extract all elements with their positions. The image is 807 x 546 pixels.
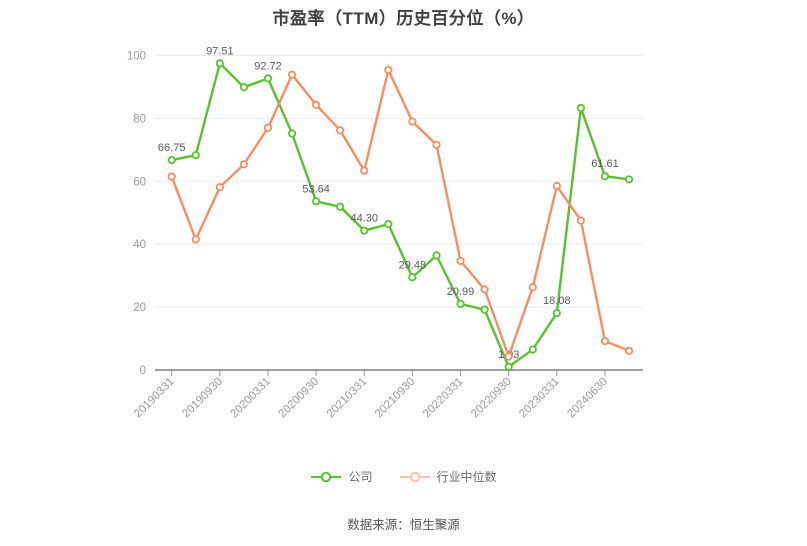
svg-text:20190930: 20190930 [180, 376, 225, 421]
svg-text:20230331: 20230331 [517, 376, 562, 421]
svg-text:61.61: 61.61 [591, 158, 619, 170]
svg-text:0: 0 [140, 365, 146, 377]
legend-item-industry-median[interactable]: 行业中位数 [399, 468, 497, 485]
svg-text:20: 20 [133, 302, 146, 314]
svg-text:53.64: 53.64 [302, 183, 330, 195]
svg-text:80: 80 [133, 113, 146, 125]
svg-text:20190331: 20190331 [132, 376, 177, 421]
svg-text:97.51: 97.51 [206, 45, 234, 57]
svg-text:29.48: 29.48 [399, 259, 427, 271]
svg-text:20240630: 20240630 [565, 376, 610, 421]
chart-title: 市盈率（TTM）历史百分位（%） [272, 9, 535, 28]
data-source-note: 数据来源：恒生聚源 [347, 518, 460, 532]
legend-item-company[interactable]: 公司 [310, 468, 373, 485]
svg-text:100: 100 [127, 51, 146, 63]
svg-text:20220930: 20220930 [469, 376, 514, 421]
legend-line-icon-company [311, 471, 342, 482]
svg-text:20200331: 20200331 [228, 376, 273, 421]
svg-text:18.08: 18.08 [543, 295, 571, 307]
legend-line-icon-industry-median [399, 471, 430, 482]
svg-text:20210331: 20210331 [325, 376, 370, 421]
svg-text:20200930: 20200930 [277, 376, 322, 421]
svg-text:40: 40 [133, 239, 146, 251]
svg-text:20210930: 20210930 [373, 376, 418, 421]
legend-label-company: 公司 [348, 470, 373, 484]
legend: 公司 行业中位数 [0, 468, 807, 485]
svg-text:20220331: 20220331 [421, 376, 466, 421]
svg-text:66.75: 66.75 [158, 142, 186, 154]
svg-text:44.30: 44.30 [350, 213, 378, 225]
svg-text:60: 60 [133, 176, 146, 188]
svg-text:20.99: 20.99 [447, 286, 475, 298]
legend-label-industry-median: 行业中位数 [436, 470, 497, 484]
svg-text:92.72: 92.72 [254, 60, 282, 72]
